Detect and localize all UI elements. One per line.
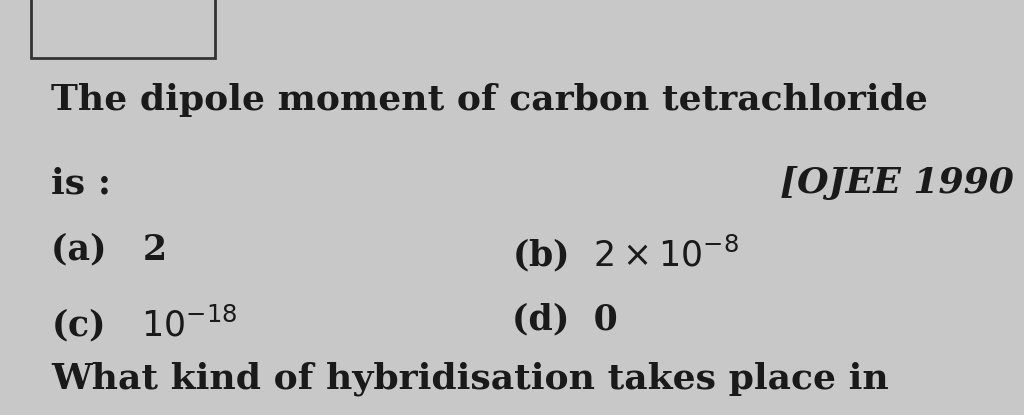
Text: [OJEE 1990: [OJEE 1990 bbox=[780, 166, 1014, 200]
Text: What kind of hybridisation takes place in: What kind of hybridisation takes place i… bbox=[51, 361, 889, 395]
Bar bbox=[31, 0, 215, 58]
Text: (b)  $2 \times 10^{-8}$: (b) $2 \times 10^{-8}$ bbox=[512, 232, 739, 274]
Text: (a)   2: (a) 2 bbox=[51, 232, 167, 266]
Text: is :: is : bbox=[51, 166, 112, 200]
Text: (c)   $10^{-18}$: (c) $10^{-18}$ bbox=[51, 303, 238, 344]
Text: The dipole moment of carbon tetrachloride: The dipole moment of carbon tetrachlorid… bbox=[51, 83, 928, 117]
Text: (d)  0: (d) 0 bbox=[512, 303, 617, 337]
